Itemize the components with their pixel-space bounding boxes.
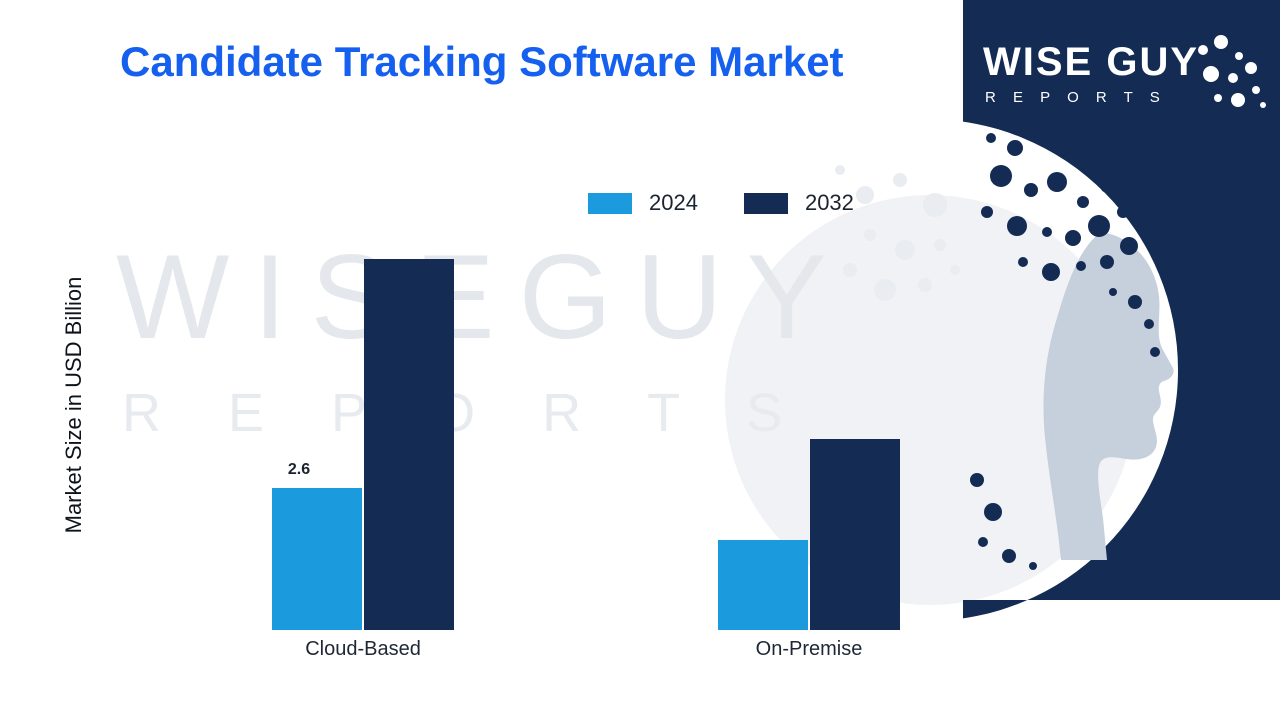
legend-item-2032: 2032 [743,190,854,216]
face-profile-icon [1043,232,1174,560]
legend-swatch-2024 [588,192,632,214]
watermark-text-line1: WISEGUY [116,230,851,364]
legend-label-2024: 2024 [649,190,698,215]
y-axis-label: Market Size in USD Billion [61,276,86,534]
category-label: On-Premise [755,638,863,660]
category-label: Cloud-Based [305,638,421,660]
bar-2032-on-premise [810,439,900,630]
dot-cluster-icon [970,130,1160,570]
brand-subtitle: R E P O R T S [985,89,1166,106]
legend-item-2024: 2024 [588,190,698,216]
legend-swatch-2032 [743,192,788,214]
chart-title: Candidate Tracking Software Market [120,38,844,85]
bar-2032-cloud-based [364,259,454,630]
bar-2024-cloud-based [272,488,362,630]
logo-dot-head-icon [1198,35,1266,108]
brand-wordmark: WISE GUY [983,40,1199,84]
brand-panel: WISE GUY R E P O R T S [676,0,1280,621]
chart-legend: 2024 2032 [588,190,854,216]
bar-value-label: 2.6 [287,461,311,478]
legend-label-2032: 2032 [804,190,854,215]
bar-2024-on-premise [718,540,808,630]
brand-graphic: WISE GUY R E P O R T S [676,0,1280,621]
